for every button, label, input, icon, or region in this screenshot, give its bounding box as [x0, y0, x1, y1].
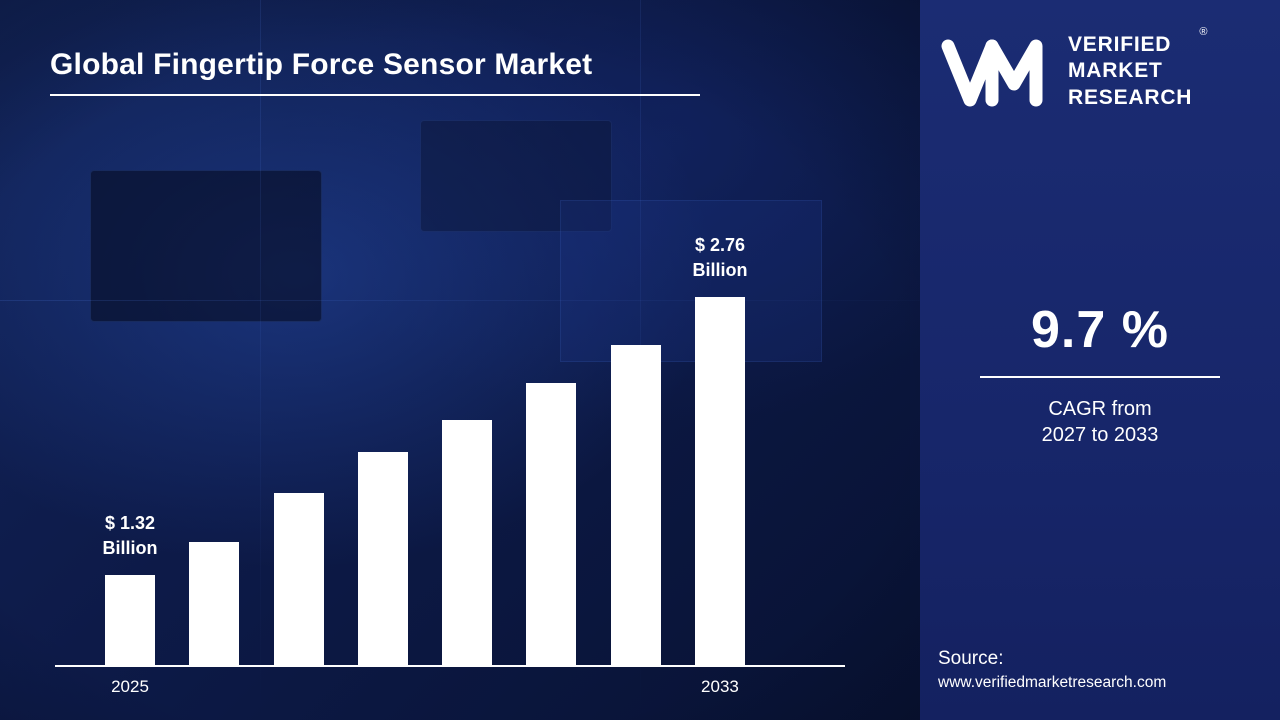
cagr-value: 9.7 % [1031, 301, 1169, 359]
bar-group: $ 2.76 Billion 2033 [692, 235, 747, 696]
vmr-logo-icon [941, 39, 1043, 107]
source-url[interactable]: www.verifiedmarketresearch.com [938, 674, 1167, 691]
bar-value-label: $ 1.32 Billion [102, 512, 158, 558]
info-panel: ® VERIFIED MARKET RESEARCH 9.7 % CAGR fr… [920, 0, 1280, 720]
bar-value-label: $ 2.76 Billion [692, 234, 748, 280]
source-label: Source: [938, 648, 1004, 669]
bar [442, 420, 493, 665]
bar-group [610, 265, 661, 665]
title-underline [50, 94, 700, 96]
bar [189, 542, 240, 665]
brand-name: ® VERIFIED MARKET RESEARCH [1068, 26, 1207, 111]
bar [526, 383, 577, 665]
brand-line: VERIFIED [1068, 33, 1172, 56]
cagr-label-line1: CAGR from [1048, 398, 1152, 420]
cagr-label-line2: 2027 to 2033 [1041, 424, 1159, 446]
bar-group [442, 265, 493, 665]
cagr-block: 9.7 % CAGR from 2027 to 2033 [920, 300, 1280, 448]
bar-group [357, 265, 408, 665]
axis-tick-label: 2025 [111, 677, 149, 696]
bar [357, 452, 408, 665]
bar-group: $ 1.32 Billion 2025 [103, 265, 158, 696]
source-block: Source: www.verifiedmarketresearch.com [938, 648, 1166, 692]
bar [694, 297, 745, 665]
bar-group [526, 265, 577, 665]
brand-line: MARKET [1068, 59, 1163, 83]
cagr-underline [980, 376, 1220, 378]
bar [610, 345, 661, 665]
bar [273, 493, 324, 665]
brand-line: RESEARCH [1068, 85, 1193, 109]
chart-panel: Global Fingertip Force Sensor Market $ 1… [0, 0, 920, 720]
circuit-decoration [420, 120, 612, 232]
axis-tick-label: 2033 [701, 677, 739, 696]
bar-group [273, 265, 324, 665]
bar [105, 575, 155, 665]
registered-trademark: ® [1199, 26, 1209, 38]
bar-group [189, 265, 240, 665]
bar-chart: $ 1.32 Billion 2025 $ 2.76 Billion 2033 [55, 225, 845, 696]
page-title: Global Fingertip Force Sensor Market [50, 48, 593, 81]
brand-block: ® VERIFIED MARKET RESEARCH [938, 26, 1207, 112]
bars-container: $ 1.32 Billion 2025 $ 2.76 Billion 2033 [103, 235, 748, 696]
x-axis-line [55, 665, 845, 667]
